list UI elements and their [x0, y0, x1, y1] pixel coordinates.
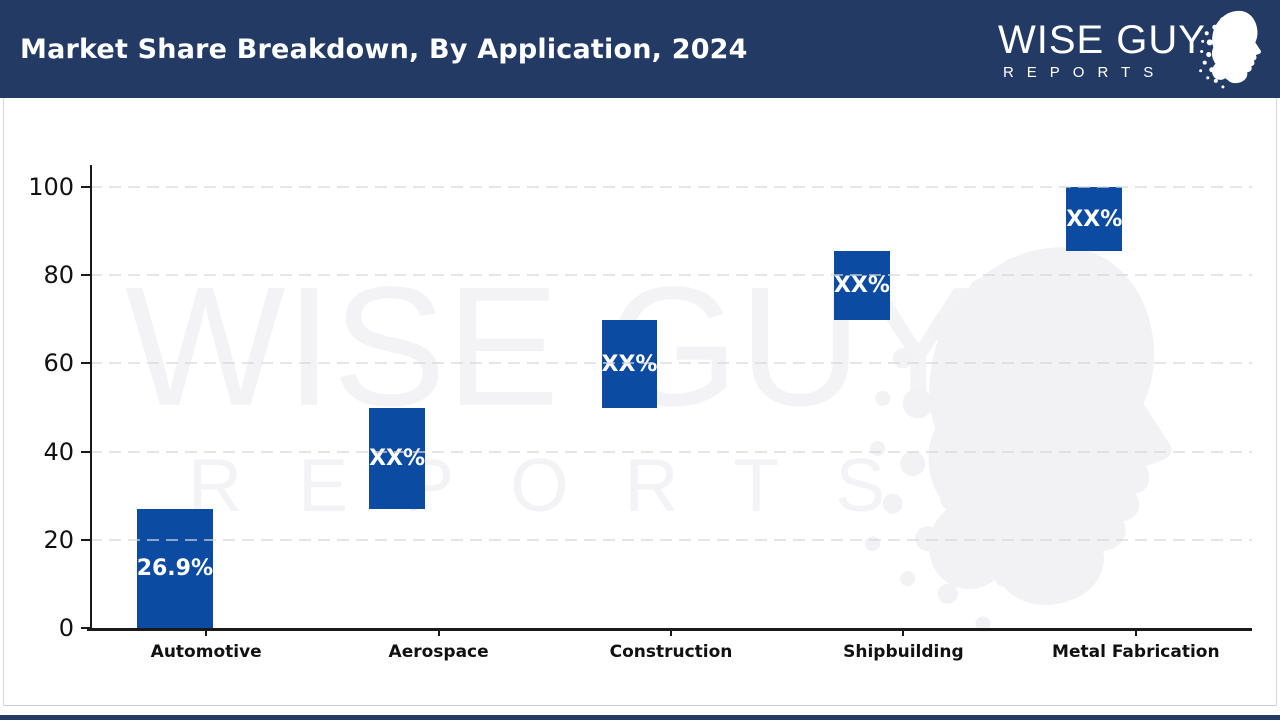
- bar-automotive: 26.9%: [136, 509, 214, 628]
- y-tick-100: [81, 186, 90, 189]
- content-frame: [3, 98, 1277, 706]
- bar-value-label: XX%: [833, 273, 890, 299]
- y-tick-label-0: 0: [58, 614, 74, 642]
- chart-plot-area: 0 20 40 60 80 100 26.9% Automotive XX% Aerospace X…: [28, 165, 1252, 662]
- bar-aerospace: XX%: [369, 408, 426, 510]
- x-axis-label-construction: Construction: [609, 642, 733, 662]
- bar-value-label: XX%: [369, 446, 426, 472]
- page-title: Market Share Breakdown, By Application, …: [20, 33, 748, 65]
- y-tick-80: [81, 274, 90, 277]
- y-tick-label-80: 80: [43, 261, 74, 290]
- header-bar: Market Share Breakdown, By Application, …: [0, 0, 1280, 98]
- y-tick-label-100: 100: [28, 173, 74, 202]
- y-tick-40: [81, 450, 90, 453]
- x-axis-label-metal-fabrication: Metal Fabrication: [1052, 642, 1220, 662]
- gridline-40: [90, 450, 1252, 453]
- brand-logo: WISE GUY REPORTS: [998, 6, 1266, 94]
- y-tick-60: [81, 362, 90, 365]
- y-tick-label-20: 20: [43, 525, 74, 554]
- gridline-100: [90, 186, 1252, 189]
- footer-bar: [0, 715, 1280, 720]
- bar-metal-fabrication: XX%: [1066, 187, 1123, 251]
- y-tick-0: [81, 627, 90, 629]
- x-axis-label-shipbuilding: Shipbuilding: [843, 642, 964, 662]
- wiseguy-face-icon: [1194, 7, 1266, 93]
- watermark-brand-text: WISE GUY: [125, 252, 976, 442]
- bar-shipbuilding: XX%: [833, 251, 890, 321]
- gridline-20: [90, 538, 1252, 541]
- x-axis-label-aerospace: Aerospace: [388, 642, 489, 662]
- gridline-60: [90, 362, 1252, 365]
- x-axis-spine: [87, 628, 1252, 631]
- watermark-reports-text: REPORTS: [188, 443, 942, 527]
- brand-name: WISE GUY: [997, 18, 1206, 62]
- x-tick-metal-fabrication: [1134, 628, 1137, 636]
- x-tick-aerospace: [437, 628, 440, 636]
- x-axis-label-automotive: Automotive: [150, 642, 262, 662]
- x-tick-automotive: [205, 628, 208, 636]
- y-axis-spine: [90, 165, 92, 628]
- brand-subtitle: REPORTS: [1002, 64, 1167, 81]
- x-tick-shipbuilding: [902, 628, 905, 636]
- bar-value-label: XX%: [1066, 206, 1123, 232]
- gridline-80: [90, 274, 1252, 277]
- x-tick-construction: [670, 628, 672, 636]
- bar-value-label: 26.9%: [136, 556, 214, 582]
- y-tick-20: [81, 538, 90, 541]
- y-tick-label-60: 60: [43, 349, 74, 378]
- y-tick-label-40: 40: [43, 437, 74, 466]
- brand-text: WISE GUY REPORTS: [998, 20, 1206, 80]
